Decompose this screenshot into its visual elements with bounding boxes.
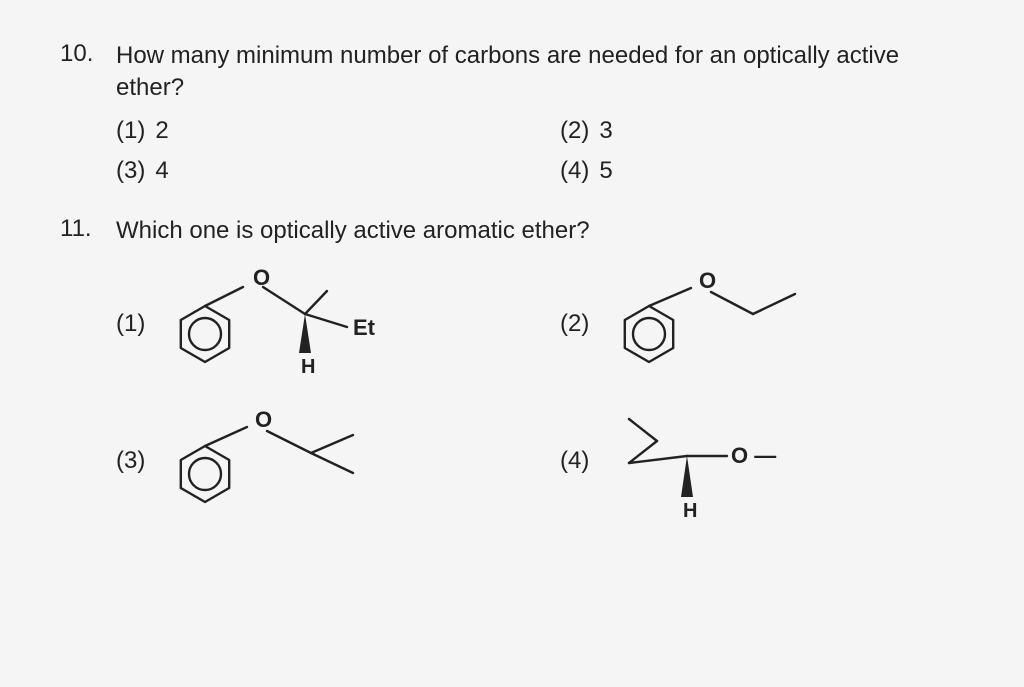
o-label: O <box>699 268 716 293</box>
q10-option-4-value: 5 <box>599 157 612 185</box>
q10-option-4-label: (4) <box>560 157 589 185</box>
q10-option-1-label: (1) <box>116 117 145 145</box>
question-11-number: 11. <box>60 215 116 243</box>
question-11-options: (1) O <box>116 259 964 521</box>
q10-option-4[interactable]: (4) 5 <box>560 157 964 185</box>
q10-option-3[interactable]: (3) 4 <box>116 157 520 185</box>
q11-option-3[interactable]: (3) O <box>116 401 520 521</box>
question-10-header: 10. How many minimum number of carbons a… <box>60 40 964 105</box>
q11-structure-3-icon: O <box>155 401 385 521</box>
question-11: 11. Which one is optically active aromat… <box>60 215 964 521</box>
et-label: Et <box>353 315 376 340</box>
q10-option-3-value: 4 <box>155 157 168 185</box>
question-10-stem: How many minimum number of carbons are n… <box>116 40 964 105</box>
q10-option-2[interactable]: (2) 3 <box>560 117 964 145</box>
q11-structure-1-icon: O H Et <box>155 259 395 389</box>
q11-structure-2-icon: O <box>599 264 819 384</box>
q11-option-3-label: (3) <box>116 447 145 475</box>
q11-option-2-label: (2) <box>560 310 589 338</box>
q11-option-1-label: (1) <box>116 310 145 338</box>
question-10: 10. How many minimum number of carbons a… <box>60 40 964 185</box>
q11-structure-4-icon: O — H <box>599 401 799 521</box>
q10-option-3-label: (3) <box>116 157 145 185</box>
q11-option-4-label: (4) <box>560 447 589 475</box>
question-10-number: 10. <box>60 40 116 68</box>
q11-option-2[interactable]: (2) O <box>560 259 964 389</box>
h-label: H <box>301 356 315 378</box>
o-label: O <box>253 265 270 290</box>
question-10-options: (1) 2 (2) 3 (3) 4 (4) 5 <box>116 117 964 185</box>
q11-option-4[interactable]: (4) O — H <box>560 401 964 521</box>
o-dash-label: O — <box>731 443 776 468</box>
o-label: O <box>255 407 272 432</box>
q11-option-1[interactable]: (1) O <box>116 259 520 389</box>
q10-option-1-value: 2 <box>155 117 168 145</box>
question-11-header: 11. Which one is optically active aromat… <box>60 215 964 247</box>
h-label: H <box>683 500 697 521</box>
q10-option-2-value: 3 <box>599 117 612 145</box>
question-11-stem: Which one is optically active aromatic e… <box>116 215 964 247</box>
q10-option-2-label: (2) <box>560 117 589 145</box>
q10-option-1[interactable]: (1) 2 <box>116 117 520 145</box>
